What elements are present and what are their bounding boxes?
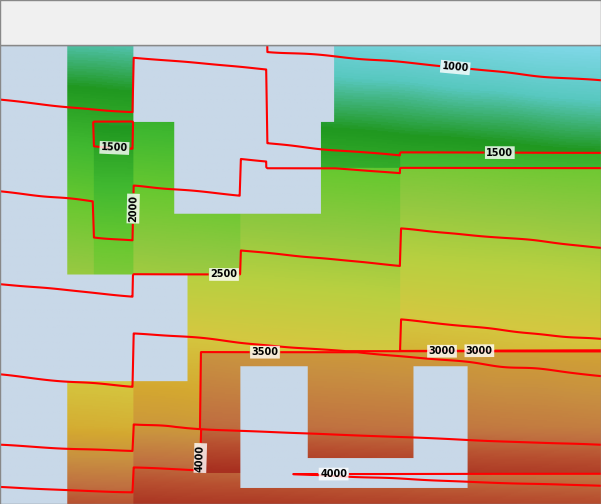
Text: 1500: 1500 <box>486 148 513 158</box>
Text: Freezing level contours: Freezing level contours <box>220 28 381 42</box>
Text: 2500: 2500 <box>210 270 237 280</box>
Text: 1000: 1000 <box>441 61 469 74</box>
Text: 4000: 4000 <box>320 469 347 479</box>
Text: Surface Temperature on Sunday 23 Mar at 10am CET: Surface Temperature on Sunday 23 Mar at … <box>60 4 541 22</box>
Text: 4000: 4000 <box>195 445 206 472</box>
Text: 3000: 3000 <box>429 346 456 356</box>
Text: 3500: 3500 <box>251 347 278 357</box>
Text: 3000: 3000 <box>466 346 493 356</box>
Text: 2000: 2000 <box>128 195 138 222</box>
Text: 1500: 1500 <box>101 142 128 154</box>
